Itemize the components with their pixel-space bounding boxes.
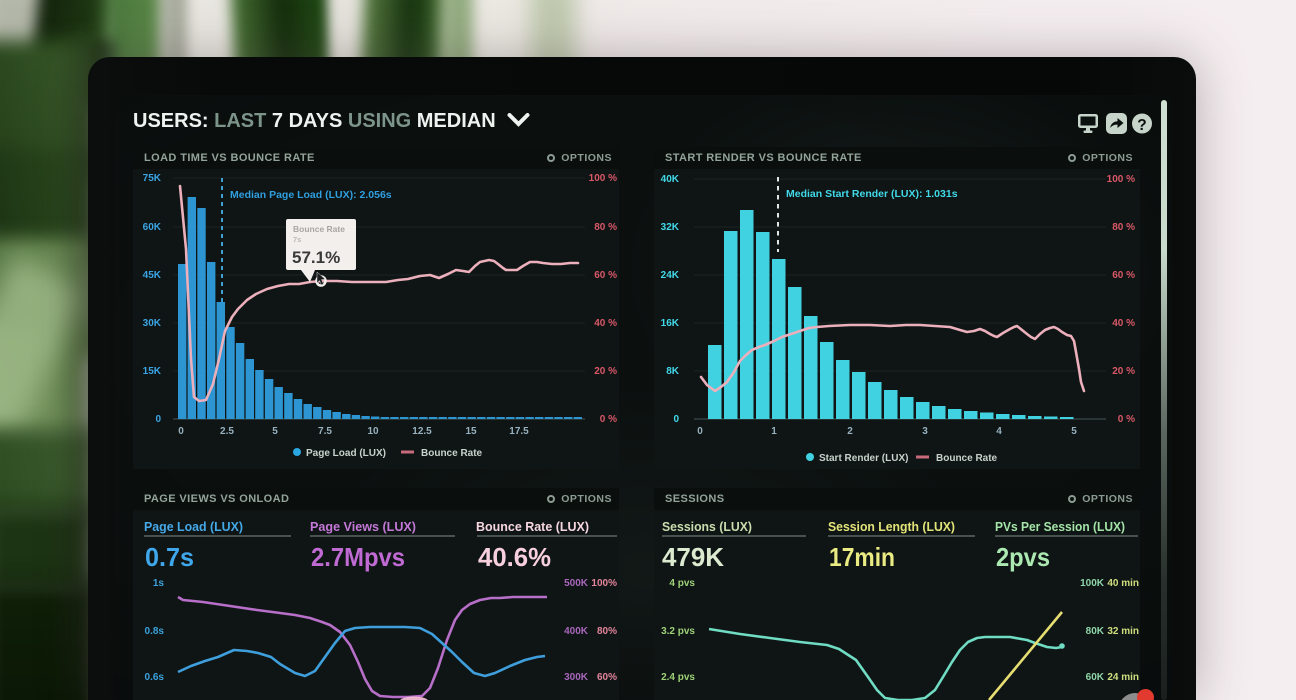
svg-text:Page Views (LUX): Page Views (LUX) (310, 520, 416, 534)
svg-text:100 %: 100 % (589, 173, 617, 184)
svg-text:57.1%: 57.1% (292, 248, 340, 267)
svg-text:Bounce Rate: Bounce Rate (421, 448, 483, 459)
svg-text:75K: 75K (143, 173, 162, 184)
svg-text:4: 4 (996, 426, 1002, 437)
svg-text:0: 0 (673, 414, 679, 425)
svg-text:3: 3 (922, 426, 928, 437)
svg-text:8K: 8K (666, 366, 680, 377)
svg-text:60K: 60K (143, 222, 162, 233)
svg-text:40 %: 40 % (594, 318, 617, 329)
svg-text:15K: 15K (143, 366, 162, 377)
svg-text:0: 0 (178, 426, 184, 437)
svg-text:100 %: 100 % (1107, 174, 1135, 185)
svg-text:Bounce Rate (LUX): Bounce Rate (LUX) (476, 520, 589, 534)
svg-text:500K: 500K (564, 578, 589, 589)
svg-text:40 %: 40 % (1112, 318, 1135, 329)
svg-text:1s: 1s (153, 578, 165, 589)
svg-text:0.6s: 0.6s (145, 672, 165, 683)
svg-text:32 min: 32 min (1107, 626, 1139, 637)
svg-text:7s: 7s (293, 235, 301, 244)
svg-text:24 min: 24 min (1107, 672, 1139, 683)
svg-text:17.5: 17.5 (509, 426, 529, 437)
svg-text:60 %: 60 % (594, 270, 617, 281)
svg-text:2pvs: 2pvs (996, 542, 1050, 572)
svg-text:1: 1 (771, 426, 777, 437)
svg-text:2.5: 2.5 (220, 426, 234, 437)
svg-text:20 %: 20 % (594, 366, 617, 377)
svg-text:Page Load (LUX): Page Load (LUX) (144, 520, 243, 534)
svg-text:Median Start Render (LUX): 1.0: Median Start Render (LUX): 1.031s (786, 188, 958, 200)
svg-text:Median Page Load (LUX): 2.056s: Median Page Load (LUX): 2.056s (230, 189, 392, 201)
svg-text:16K: 16K (661, 318, 680, 329)
svg-text:80 %: 80 % (1112, 222, 1135, 233)
svg-text:30K: 30K (143, 318, 162, 329)
svg-text:479K: 479K (662, 542, 724, 572)
svg-text:100%: 100% (591, 578, 617, 589)
svg-text:0: 0 (155, 414, 161, 425)
svg-text:Session Length (LUX): Session Length (LUX) (828, 520, 955, 534)
svg-text:0 %: 0 % (1118, 414, 1135, 425)
svg-text:32K: 32K (661, 222, 680, 233)
svg-text:40 min: 40 min (1107, 578, 1139, 589)
svg-text:2: 2 (847, 426, 853, 437)
svg-text:5: 5 (272, 426, 278, 437)
svg-text:60%: 60% (597, 672, 617, 683)
svg-text:2.7Mpvs: 2.7Mpvs (311, 542, 405, 572)
svg-text:0 %: 0 % (600, 414, 617, 425)
svg-text:45K: 45K (143, 270, 162, 281)
svg-text:Bounce Rate: Bounce Rate (936, 453, 998, 464)
svg-text:100K: 100K (1080, 578, 1105, 589)
svg-text:80 %: 80 % (594, 222, 617, 233)
svg-text:Start Render (LUX): Start Render (LUX) (819, 453, 908, 464)
svg-text:80K: 80K (1086, 626, 1105, 637)
svg-text:12.5: 12.5 (412, 426, 432, 437)
svg-text:15: 15 (465, 426, 477, 437)
svg-text:4 pvs: 4 pvs (669, 578, 695, 589)
svg-text:10: 10 (367, 426, 379, 437)
svg-text:3.2 pvs: 3.2 pvs (661, 626, 695, 637)
svg-text:7.5: 7.5 (318, 426, 332, 437)
svg-text:40K: 40K (661, 174, 680, 185)
svg-text:5: 5 (1071, 426, 1077, 437)
svg-text:20 %: 20 % (1112, 366, 1135, 377)
svg-text:2.4 pvs: 2.4 pvs (661, 672, 695, 683)
svg-text:80%: 80% (597, 626, 617, 637)
svg-text:0.7s: 0.7s (145, 542, 194, 572)
svg-text:40.6%: 40.6% (478, 542, 551, 572)
svg-text:60 %: 60 % (1112, 270, 1135, 281)
svg-text:Page Load (LUX): Page Load (LUX) (306, 448, 386, 459)
svg-text:17min: 17min (829, 542, 895, 572)
svg-text:0: 0 (697, 426, 703, 437)
svg-text:60K: 60K (1086, 672, 1105, 683)
svg-text:0.8s: 0.8s (145, 626, 165, 637)
svg-text:Bounce Rate: Bounce Rate (293, 224, 345, 234)
svg-text:24K: 24K (661, 270, 680, 281)
svg-text:400K: 400K (564, 626, 589, 637)
svg-text:Sessions (LUX): Sessions (LUX) (662, 520, 752, 534)
svg-text:PVs Per Session (LUX): PVs Per Session (LUX) (995, 520, 1125, 534)
svg-text:300K: 300K (564, 672, 589, 683)
svg-text:?: ? (1137, 117, 1146, 134)
